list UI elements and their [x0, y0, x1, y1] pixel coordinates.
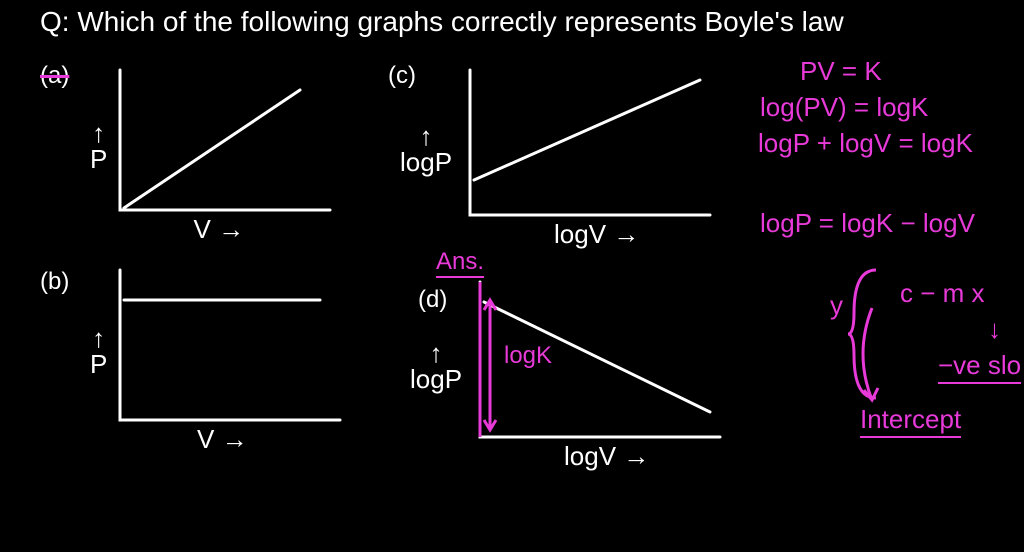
option-a-label: (a)	[40, 62, 69, 90]
graph-d	[440, 272, 730, 467]
option-c-label: (c)	[388, 62, 416, 90]
graph-d-xlabel: logV →	[564, 441, 649, 472]
logk-label: logK	[504, 342, 552, 370]
eq-slope: −ve slo	[938, 350, 1021, 384]
option-b-label: (b)	[40, 268, 69, 296]
graph-a-xlabel: V →	[194, 214, 245, 245]
arrow-down-icon: ↓	[988, 314, 1001, 345]
graph-b-xlabel: V →	[197, 424, 248, 455]
question-text: Q: Which of the following graphs correct…	[40, 6, 844, 38]
graph-c-xlabel: logV →	[554, 219, 639, 250]
eq-3: logP + logV = logK	[758, 128, 973, 159]
eq-y: y	[830, 290, 843, 321]
graph-b	[90, 260, 350, 445]
graph-c-ylabel: ↑logP	[400, 123, 452, 175]
eq-4: logP = logK − logV	[760, 208, 975, 239]
graph-a	[90, 60, 340, 230]
graph-d-ylabel: ↑logP	[410, 340, 462, 392]
eq-bracket	[848, 264, 908, 434]
stage: Q: Which of the following graphs correct…	[0, 0, 1024, 552]
eq-2: log(PV) = logK	[760, 92, 928, 123]
eq-cmx: c − m x	[900, 278, 985, 309]
graph-c	[440, 60, 720, 235]
graph-a-ylabel: ↑P	[90, 120, 107, 172]
graph-b-ylabel: ↑P	[90, 325, 107, 377]
eq-1: PV = K	[800, 56, 882, 87]
